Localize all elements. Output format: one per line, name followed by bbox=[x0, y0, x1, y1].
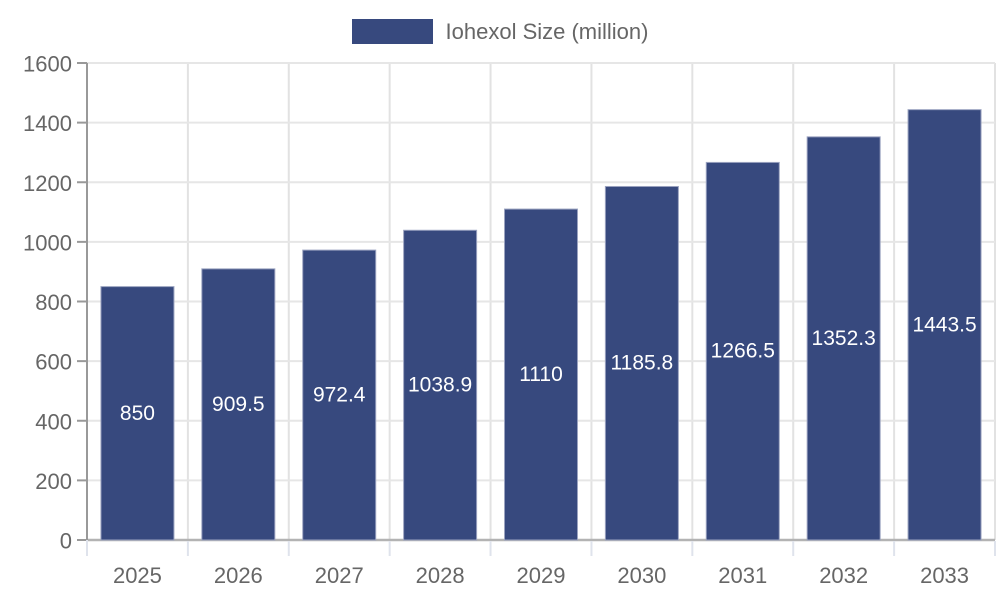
bar-value-label: 1038.9 bbox=[408, 374, 472, 397]
bar[interactable] bbox=[604, 185, 679, 541]
x-tick-label: 2029 bbox=[517, 563, 566, 588]
bar-value-label: 1110 bbox=[519, 363, 563, 386]
x-tick-label: 2032 bbox=[819, 563, 868, 588]
x-tick-label: 2026 bbox=[214, 563, 263, 588]
bar[interactable] bbox=[403, 229, 478, 541]
legend-label: Iohexol Size (million) bbox=[445, 18, 649, 44]
x-tick-label: 2025 bbox=[113, 563, 162, 588]
bar-value-label: 1185.8 bbox=[611, 352, 674, 375]
bar-value-label: 972.4 bbox=[313, 384, 366, 407]
x-tick-label: 2033 bbox=[920, 563, 969, 588]
bar[interactable] bbox=[806, 136, 881, 541]
bar[interactable] bbox=[201, 268, 276, 541]
bar[interactable] bbox=[302, 249, 377, 541]
x-tick-label: 2030 bbox=[617, 563, 666, 588]
y-tick-label: 1600 bbox=[23, 52, 72, 77]
bar[interactable] bbox=[100, 286, 175, 541]
legend-item[interactable]: Iohexol Size (million) bbox=[0, 14, 1000, 48]
legend-swatch-icon bbox=[351, 18, 433, 44]
y-tick-label: 800 bbox=[35, 290, 72, 315]
y-tick-label: 0 bbox=[60, 529, 72, 554]
bar[interactable] bbox=[705, 161, 780, 541]
y-tick-label: 1400 bbox=[23, 111, 72, 136]
bar[interactable] bbox=[907, 109, 982, 541]
y-tick-label: 400 bbox=[35, 409, 72, 434]
y-tick-label: 1000 bbox=[23, 230, 72, 255]
bar-value-label: 1352.3 bbox=[812, 327, 876, 350]
bar[interactable] bbox=[504, 208, 578, 541]
y-tick-label: 1200 bbox=[23, 171, 72, 196]
y-tick-label: 200 bbox=[35, 469, 72, 494]
bar-value-label: 1443.5 bbox=[912, 313, 976, 336]
x-tick-label: 2027 bbox=[315, 563, 364, 588]
x-tick-label: 2031 bbox=[718, 563, 767, 588]
y-tick-label: 600 bbox=[35, 350, 72, 375]
bar-value-label: 850 bbox=[120, 402, 155, 425]
x-tick-label: 2028 bbox=[416, 563, 465, 588]
bar-value-label: 909.5 bbox=[212, 393, 265, 416]
bar-value-label: 1266.5 bbox=[711, 340, 775, 363]
